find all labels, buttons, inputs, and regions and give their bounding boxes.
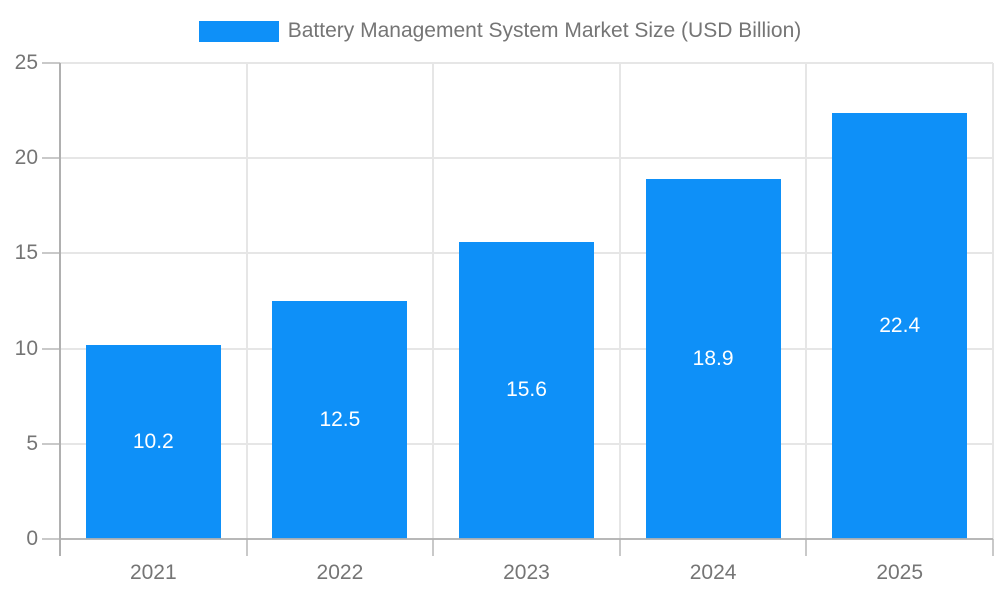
y-axis-tick-label: 5 xyxy=(26,431,38,455)
y-gridline xyxy=(60,157,993,160)
y-tick xyxy=(42,157,60,160)
legend-label: Battery Management System Market Size (U… xyxy=(287,19,802,42)
x-axis-tick-label: 2025 xyxy=(876,561,924,584)
y-tick xyxy=(42,442,60,445)
x-axis-tick-label: 2023 xyxy=(503,561,550,584)
y-axis-tick-label: 10 xyxy=(14,336,38,360)
x-gridline xyxy=(992,63,994,539)
x-gridline xyxy=(805,63,808,539)
x-axis-tick-label: 2022 xyxy=(316,561,364,584)
x-axis-line xyxy=(60,538,993,540)
y-tick xyxy=(42,252,60,255)
x-tick xyxy=(992,539,994,556)
bar-value-label: 18.9 xyxy=(692,347,734,371)
bar-2025[interactable] xyxy=(832,112,968,539)
x-axis-tick-label: 2021 xyxy=(129,561,177,584)
chart-legend: Battery Management System Market Size (U… xyxy=(0,17,1000,45)
bar-2022[interactable] xyxy=(272,301,408,539)
y-tick xyxy=(42,538,60,540)
y-axis-tick-label: 25 xyxy=(14,51,38,74)
bar-value-label: 15.6 xyxy=(506,378,547,402)
y-gridline xyxy=(60,62,993,64)
y-tick xyxy=(42,347,60,350)
x-tick xyxy=(805,539,808,556)
legend-swatch xyxy=(198,20,279,42)
x-tick xyxy=(618,539,621,556)
y-axis-tick-label: 0 xyxy=(26,527,38,550)
x-gridline xyxy=(245,63,248,539)
bar-value-label: 12.5 xyxy=(319,408,361,431)
y-axis-tick-label: 15 xyxy=(14,241,38,265)
x-gridline xyxy=(618,63,621,539)
y-tick xyxy=(42,62,60,64)
y-axis-line xyxy=(59,63,61,556)
x-gridline xyxy=(432,63,435,539)
y-axis-tick-label: 20 xyxy=(14,146,38,170)
bar-value-label: 22.4 xyxy=(879,313,921,337)
bar-2024[interactable] xyxy=(645,179,781,539)
bar-2023[interactable] xyxy=(459,241,594,539)
bar-2021[interactable] xyxy=(85,344,221,539)
x-axis-tick-label: 2024 xyxy=(689,561,737,584)
bar-value-label: 10.2 xyxy=(132,429,174,453)
x-tick xyxy=(432,539,435,556)
x-tick xyxy=(245,539,248,556)
